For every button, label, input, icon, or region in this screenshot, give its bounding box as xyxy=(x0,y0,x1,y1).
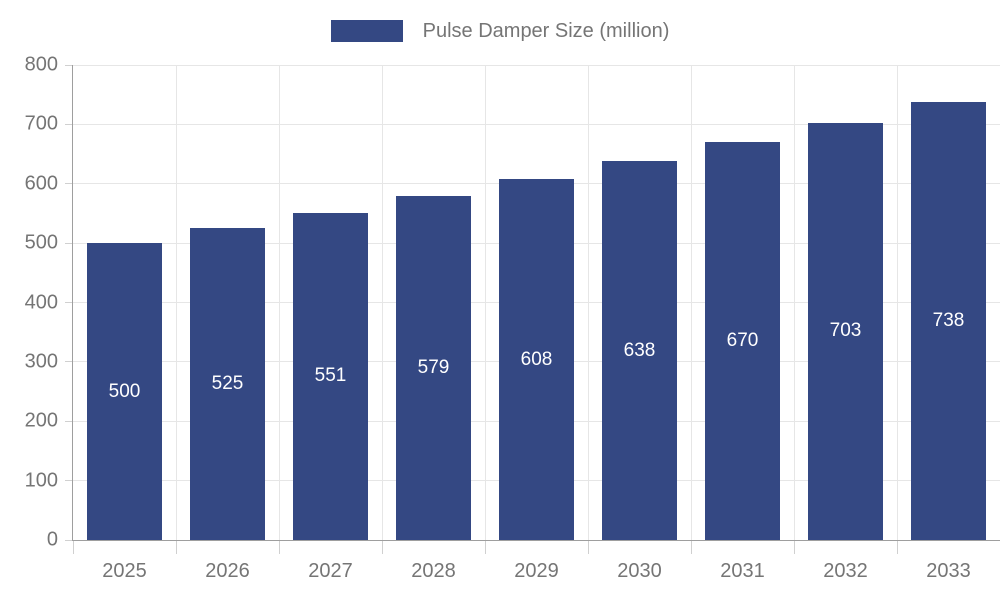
x-gridline xyxy=(278,65,280,540)
y-gridline xyxy=(73,64,1000,66)
y-axis-tick xyxy=(65,480,73,482)
y-axis-tick-label: 300 xyxy=(24,350,58,373)
x-axis-tick-label: 2031 xyxy=(720,560,765,582)
y-axis-tick-label: 700 xyxy=(24,112,58,135)
bar-2026: 525 xyxy=(190,228,265,540)
bar-2031: 670 xyxy=(705,142,780,540)
x-axis-tick-label: 2032 xyxy=(823,560,868,582)
y-axis-tick xyxy=(65,242,73,244)
bar-2032: 703 xyxy=(808,122,883,540)
x-axis-line xyxy=(72,540,1000,541)
x-axis-tick xyxy=(484,540,486,554)
x-gridline xyxy=(484,65,486,540)
x-gridline xyxy=(381,65,383,540)
bar-value-label: 608 xyxy=(520,348,553,370)
x-gridline xyxy=(690,65,692,540)
y-axis-tick-label: 0 xyxy=(46,528,58,551)
legend-label: Pulse Damper Size (million) xyxy=(422,20,670,42)
bar-2033: 738 xyxy=(911,101,986,540)
bar-value-label: 525 xyxy=(211,373,244,395)
x-axis-tick-label: 2025 xyxy=(102,560,147,582)
bar-2030: 638 xyxy=(602,161,677,540)
y-axis-tick xyxy=(65,123,73,125)
y-axis-tick xyxy=(65,64,73,66)
bar-2029: 608 xyxy=(499,179,574,540)
y-axis-tick-label: 500 xyxy=(24,231,58,254)
bar-value-label: 551 xyxy=(314,365,347,387)
x-axis-tick-label: 2030 xyxy=(617,560,662,582)
y-axis-line xyxy=(72,65,73,541)
bar-value-label: 703 xyxy=(829,320,862,342)
legend-swatch xyxy=(330,20,403,42)
x-axis-tick-label: 2028 xyxy=(411,560,456,582)
y-axis-tick-label: 800 xyxy=(24,53,58,76)
y-axis-tick xyxy=(65,183,73,185)
bar-value-label: 638 xyxy=(623,339,656,361)
x-axis-tick xyxy=(896,540,898,554)
x-axis-tick-label: 2027 xyxy=(308,560,353,582)
y-axis-tick xyxy=(65,361,73,363)
bar-2028: 579 xyxy=(396,196,471,540)
y-axis-tick xyxy=(65,302,73,303)
y-axis-tick-label: 400 xyxy=(24,291,58,313)
y-axis-tick-label: 200 xyxy=(24,409,58,432)
x-axis-tick xyxy=(278,540,280,554)
x-gridline xyxy=(896,65,898,540)
x-axis-tick xyxy=(587,540,589,554)
y-gridline xyxy=(73,123,1000,125)
x-gridline xyxy=(793,65,795,540)
bar-value-label: 670 xyxy=(726,330,759,352)
y-axis-tick-label: 100 xyxy=(24,469,58,492)
chart-legend[interactable]: Pulse Damper Size (million) xyxy=(0,18,1000,44)
x-axis-tick xyxy=(381,540,383,554)
x-axis-tick xyxy=(72,540,74,554)
x-axis-tick-label: 2033 xyxy=(926,560,971,582)
x-gridline xyxy=(587,65,589,540)
bar-value-label: 579 xyxy=(417,357,450,379)
x-axis-tick xyxy=(175,540,177,554)
bar-value-label: 738 xyxy=(932,309,965,331)
y-axis-tick xyxy=(65,539,73,541)
bar-2027: 551 xyxy=(293,212,368,540)
x-gridline xyxy=(175,65,177,540)
x-axis-tick xyxy=(793,540,795,554)
y-axis-tick-label: 600 xyxy=(24,172,58,195)
x-axis-tick-label: 2026 xyxy=(205,560,250,582)
x-axis-tick-label: 2029 xyxy=(514,560,559,582)
bar-value-label: 500 xyxy=(108,380,141,402)
bar-2025: 500 xyxy=(87,243,162,540)
x-axis-tick xyxy=(690,540,692,554)
y-axis-tick xyxy=(65,420,73,422)
